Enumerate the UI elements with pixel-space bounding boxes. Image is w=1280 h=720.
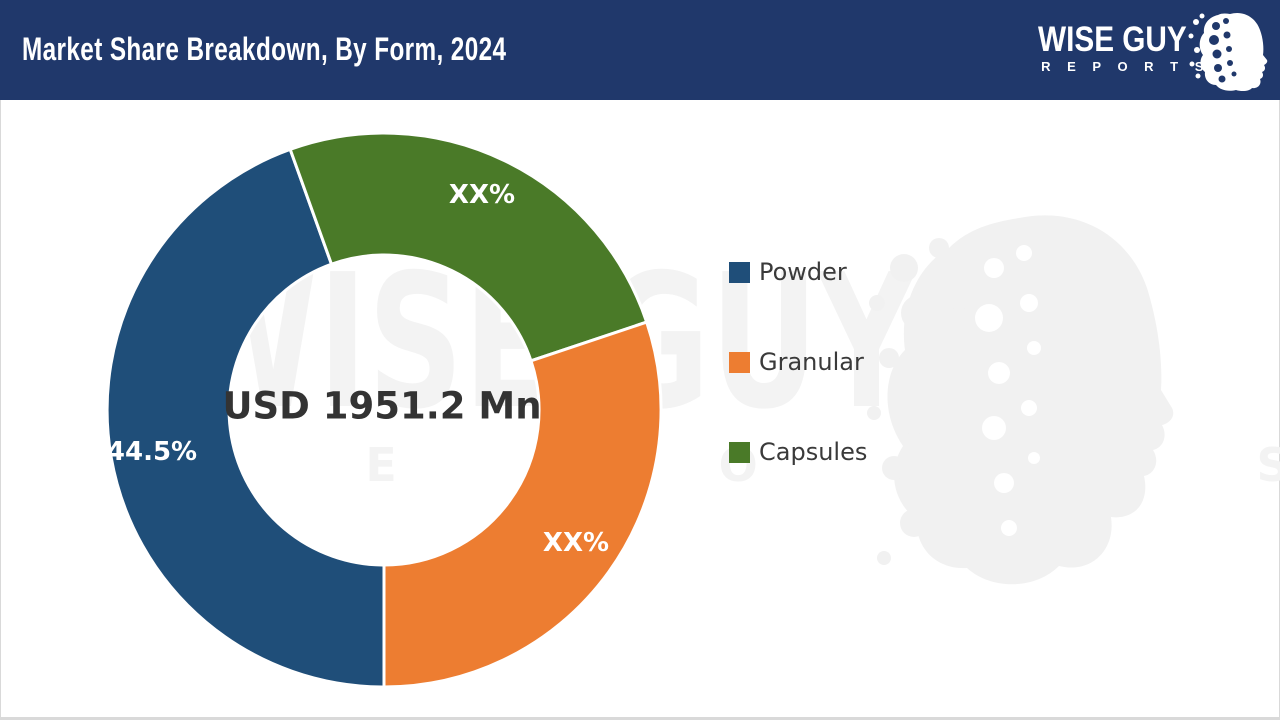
donut-segment-granular — [382, 320, 663, 689]
legend-label-capsules: Capsules — [759, 438, 868, 466]
logo-subtitle: R E P O R T S — [1041, 59, 1210, 74]
legend-label-granular: Granular — [759, 348, 864, 376]
legend-item-capsules: Capsules — [729, 438, 868, 466]
legend-swatch-capsules — [729, 441, 750, 463]
page-title: Market Share Breakdown, By Form, 2024 — [22, 31, 507, 67]
legend-item-granular: Granular — [729, 348, 864, 376]
legend-item-powder: Powder — [729, 258, 847, 286]
wiseguy-logo: WISE GUY R E P O R T S — [1020, 8, 1268, 92]
donut-segment-capsules — [288, 131, 649, 363]
donut-chart — [105, 131, 663, 689]
segment-label-capsules: XX% — [448, 180, 516, 210]
logo-wordmark: WISE GUY — [1038, 20, 1187, 59]
segment-label-granular: XX% — [542, 528, 610, 558]
wiseguy-logo-face-icon — [1188, 12, 1268, 92]
segment-label-powder: 44.5% — [106, 437, 198, 467]
header-bar: Market Share Breakdown, By Form, 2024 WI… — [0, 0, 1280, 100]
donut-segment-powder — [105, 147, 386, 689]
donut-center-value: USD 1951.2 Mn — [222, 384, 542, 428]
legend-swatch-powder — [729, 261, 750, 283]
legend-label-powder: Powder — [759, 258, 847, 286]
watermark-face-icon — [867, 215, 1174, 585]
legend-swatch-granular — [729, 351, 750, 373]
chart-panel: WISE GUY R E P O R T S — [0, 100, 1280, 720]
